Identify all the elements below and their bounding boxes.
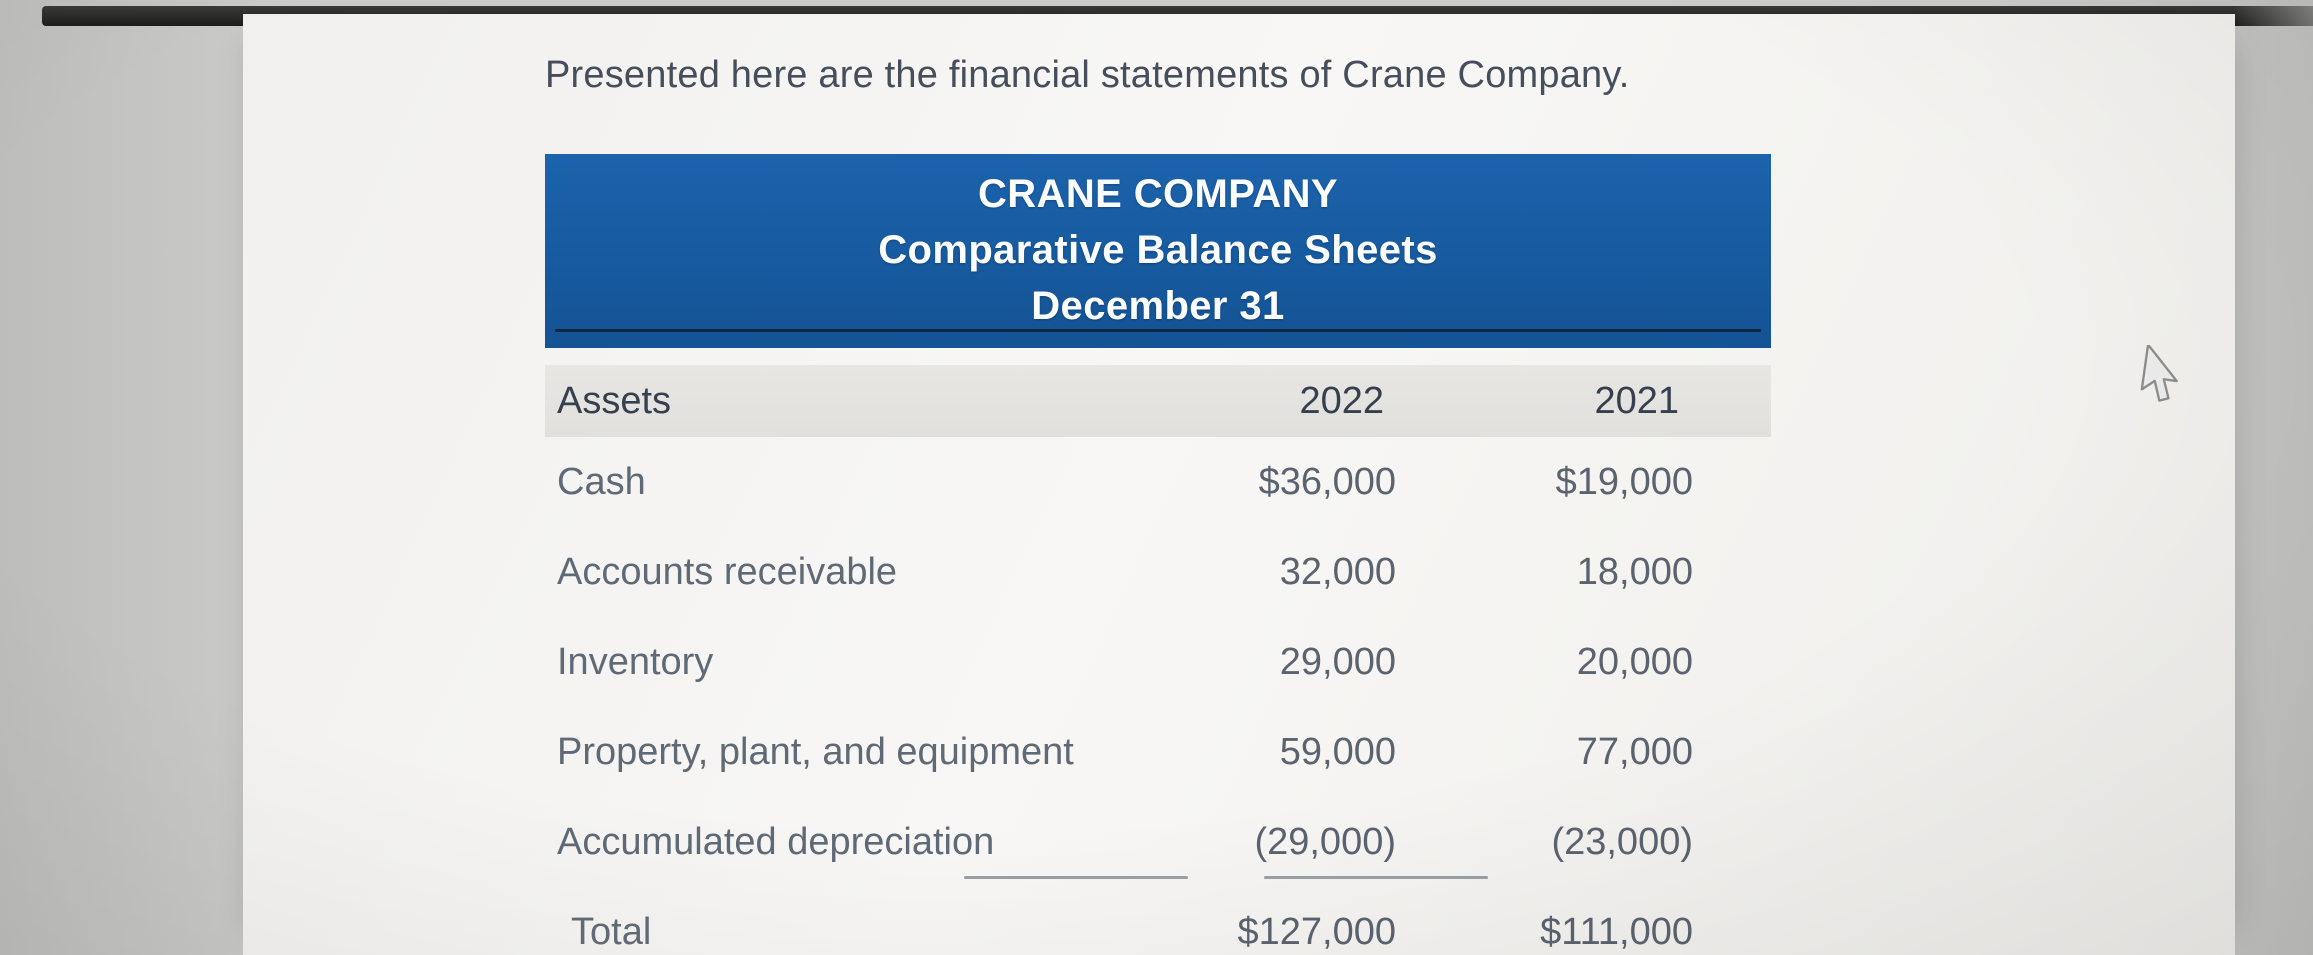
row-value-2021: 20,000: [1576, 640, 1693, 683]
statement-header-rule: [555, 329, 1761, 332]
row-label: Accumulated depreciation: [557, 820, 995, 863]
assets-section-header: Assets: [557, 379, 672, 422]
table-row-inventory: Inventory 29,000 20,000: [545, 617, 1771, 707]
row-value-2021: 18,000: [1576, 550, 1693, 593]
mouse-cursor-icon: [2140, 345, 2178, 402]
table-header-row: Assets 2022 2021: [545, 365, 1771, 437]
table-row-ppe: Property, plant, and equipment 59,000 77…: [545, 707, 1771, 797]
table-row-accumulated-depreciation: Accumulated depreciation (29,000) (23,00…: [545, 797, 1771, 887]
row-label: Cash: [557, 460, 646, 503]
column-header-2021: 2021: [1594, 379, 1679, 422]
row-value-2022: $36,000: [1258, 460, 1396, 503]
table-row-accounts-receivable: Accounts receivable 32,000 18,000: [545, 527, 1771, 617]
row-value-2021: (23,000): [1551, 820, 1693, 863]
row-value-2022: (29,000): [1254, 820, 1396, 863]
row-value-2022: 32,000: [1279, 550, 1396, 593]
table-row-total: Total $127,000 $111,000: [545, 887, 1771, 955]
statement-date: December 31: [1031, 284, 1285, 328]
statement-subtitle: Comparative Balance Sheets: [878, 228, 1438, 272]
balance-sheet-table: Assets 2022 2021 Cash $36,000 $19,000 Ac…: [545, 365, 1771, 955]
row-value-2021: $19,000: [1555, 460, 1693, 503]
column-header-2022: 2022: [1299, 379, 1384, 422]
row-label: Property, plant, and equipment: [557, 730, 1074, 773]
total-label: Total: [571, 910, 652, 953]
row-value-2022: 29,000: [1279, 640, 1396, 683]
total-value-2022: $127,000: [1237, 910, 1397, 953]
total-underline-2022: [964, 876, 1188, 879]
row-value-2022: 59,000: [1279, 730, 1396, 773]
row-value-2021: 77,000: [1576, 730, 1693, 773]
screen-edge-shade: [2233, 0, 2313, 955]
row-label: Accounts receivable: [557, 550, 898, 593]
statement-title: CRANE COMPANY: [977, 172, 1339, 216]
total-value-2021: $111,000: [1540, 910, 1693, 953]
row-label: Inventory: [557, 640, 714, 683]
content-panel: Presented here are the financial stateme…: [243, 14, 2235, 955]
intro-text: Presented here are the financial stateme…: [545, 54, 1630, 96]
total-underline-2021: [1264, 876, 1488, 879]
table-row-cash: Cash $36,000 $19,000: [545, 437, 1771, 527]
statement-header: CRANE COMPANY Comparative Balance Sheets…: [545, 154, 1771, 348]
